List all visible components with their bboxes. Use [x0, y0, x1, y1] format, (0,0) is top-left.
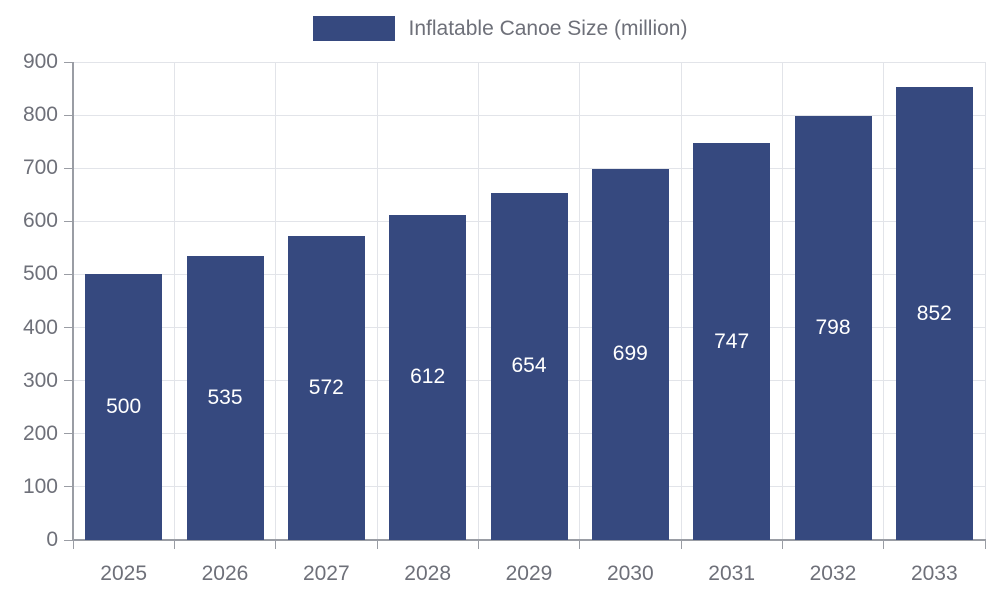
gridline-vertical [477, 62, 479, 540]
bar-value-label-2031: 747 [714, 329, 750, 353]
bar-2025[interactable]: 500 [85, 274, 163, 540]
x-axis-label-2031: 2031 [708, 562, 756, 585]
x-axis-tick [275, 540, 277, 549]
y-axis-line [72, 62, 74, 540]
bar-2026[interactable]: 535 [186, 255, 264, 540]
gridline-vertical [376, 62, 378, 540]
y-axis-label: 400 [22, 315, 58, 339]
bar-2028[interactable]: 612 [389, 214, 467, 540]
x-axis-tick [579, 540, 581, 549]
gridline-horizontal [73, 167, 985, 169]
bar-2032[interactable]: 798 [794, 116, 872, 540]
gridline-vertical [680, 62, 682, 540]
y-axis-label: 0 [46, 528, 58, 551]
bar-value-label-2029: 654 [511, 354, 547, 378]
x-axis-label-2030: 2030 [606, 562, 654, 585]
gridline-vertical [781, 62, 783, 540]
x-axis-tick [477, 540, 479, 549]
gridline-vertical [883, 62, 885, 540]
y-axis-label: 500 [22, 262, 58, 286]
y-axis-tick [64, 539, 73, 541]
x-axis-tick [72, 540, 74, 549]
gridline-horizontal [73, 114, 985, 116]
legend-swatch [312, 16, 395, 41]
y-axis-label: 700 [22, 156, 58, 180]
y-axis-tick [64, 486, 73, 488]
y-axis-tick [64, 273, 73, 275]
y-axis-label: 600 [22, 209, 58, 233]
x-axis-tick [883, 540, 885, 549]
gridline-horizontal [73, 61, 985, 63]
x-axis-label-2025: 2025 [100, 562, 148, 585]
bar-value-label-2026: 535 [207, 385, 243, 409]
gridline-vertical [984, 62, 986, 540]
gridline-vertical [275, 62, 277, 540]
x-axis-label-2029: 2029 [505, 562, 553, 585]
bar-value-label-2030: 699 [612, 342, 648, 366]
x-axis-label-2026: 2026 [201, 562, 249, 585]
bar-value-label-2025: 500 [106, 395, 142, 419]
y-axis-label: 300 [22, 368, 58, 392]
y-axis-label: 800 [22, 103, 58, 127]
bar-value-label-2032: 798 [815, 316, 851, 340]
y-axis-tick [64, 220, 73, 222]
legend-item[interactable]: Inflatable Canoe Size (million) [0, 16, 1000, 41]
x-axis-tick [680, 540, 682, 549]
gridline-vertical [579, 62, 581, 540]
x-axis-label-2028: 2028 [404, 562, 452, 585]
gridline-vertical [173, 62, 175, 540]
y-axis-tick [64, 61, 73, 63]
x-axis-tick [984, 540, 986, 549]
legend-label: Inflatable Canoe Size (million) [408, 17, 688, 40]
y-axis-label: 100 [22, 474, 58, 498]
x-axis-line [72, 539, 986, 541]
bar-value-label-2033: 852 [916, 301, 952, 325]
bar-value-label-2027: 572 [308, 376, 344, 400]
y-axis-tick [64, 380, 73, 382]
bar-2031[interactable]: 747 [693, 143, 771, 540]
bar-value-label-2028: 612 [410, 365, 446, 389]
x-axis-label-2032: 2032 [809, 562, 857, 585]
bar-2030[interactable]: 699 [591, 168, 669, 540]
bar-2027[interactable]: 572 [287, 236, 365, 540]
y-axis-label: 200 [22, 421, 58, 445]
bar-2029[interactable]: 654 [490, 192, 568, 540]
x-axis-tick [376, 540, 378, 549]
y-axis-tick [64, 114, 73, 116]
x-axis-label-2033: 2033 [910, 562, 958, 585]
y-axis-tick [64, 327, 73, 329]
y-axis-tick [64, 167, 73, 169]
y-axis-label: 900 [22, 50, 58, 73]
bar-2033[interactable]: 852 [895, 87, 973, 540]
x-axis-label-2027: 2027 [302, 562, 350, 585]
x-axis-tick [173, 540, 175, 549]
y-axis-tick [64, 433, 73, 435]
x-axis-tick [781, 540, 783, 549]
